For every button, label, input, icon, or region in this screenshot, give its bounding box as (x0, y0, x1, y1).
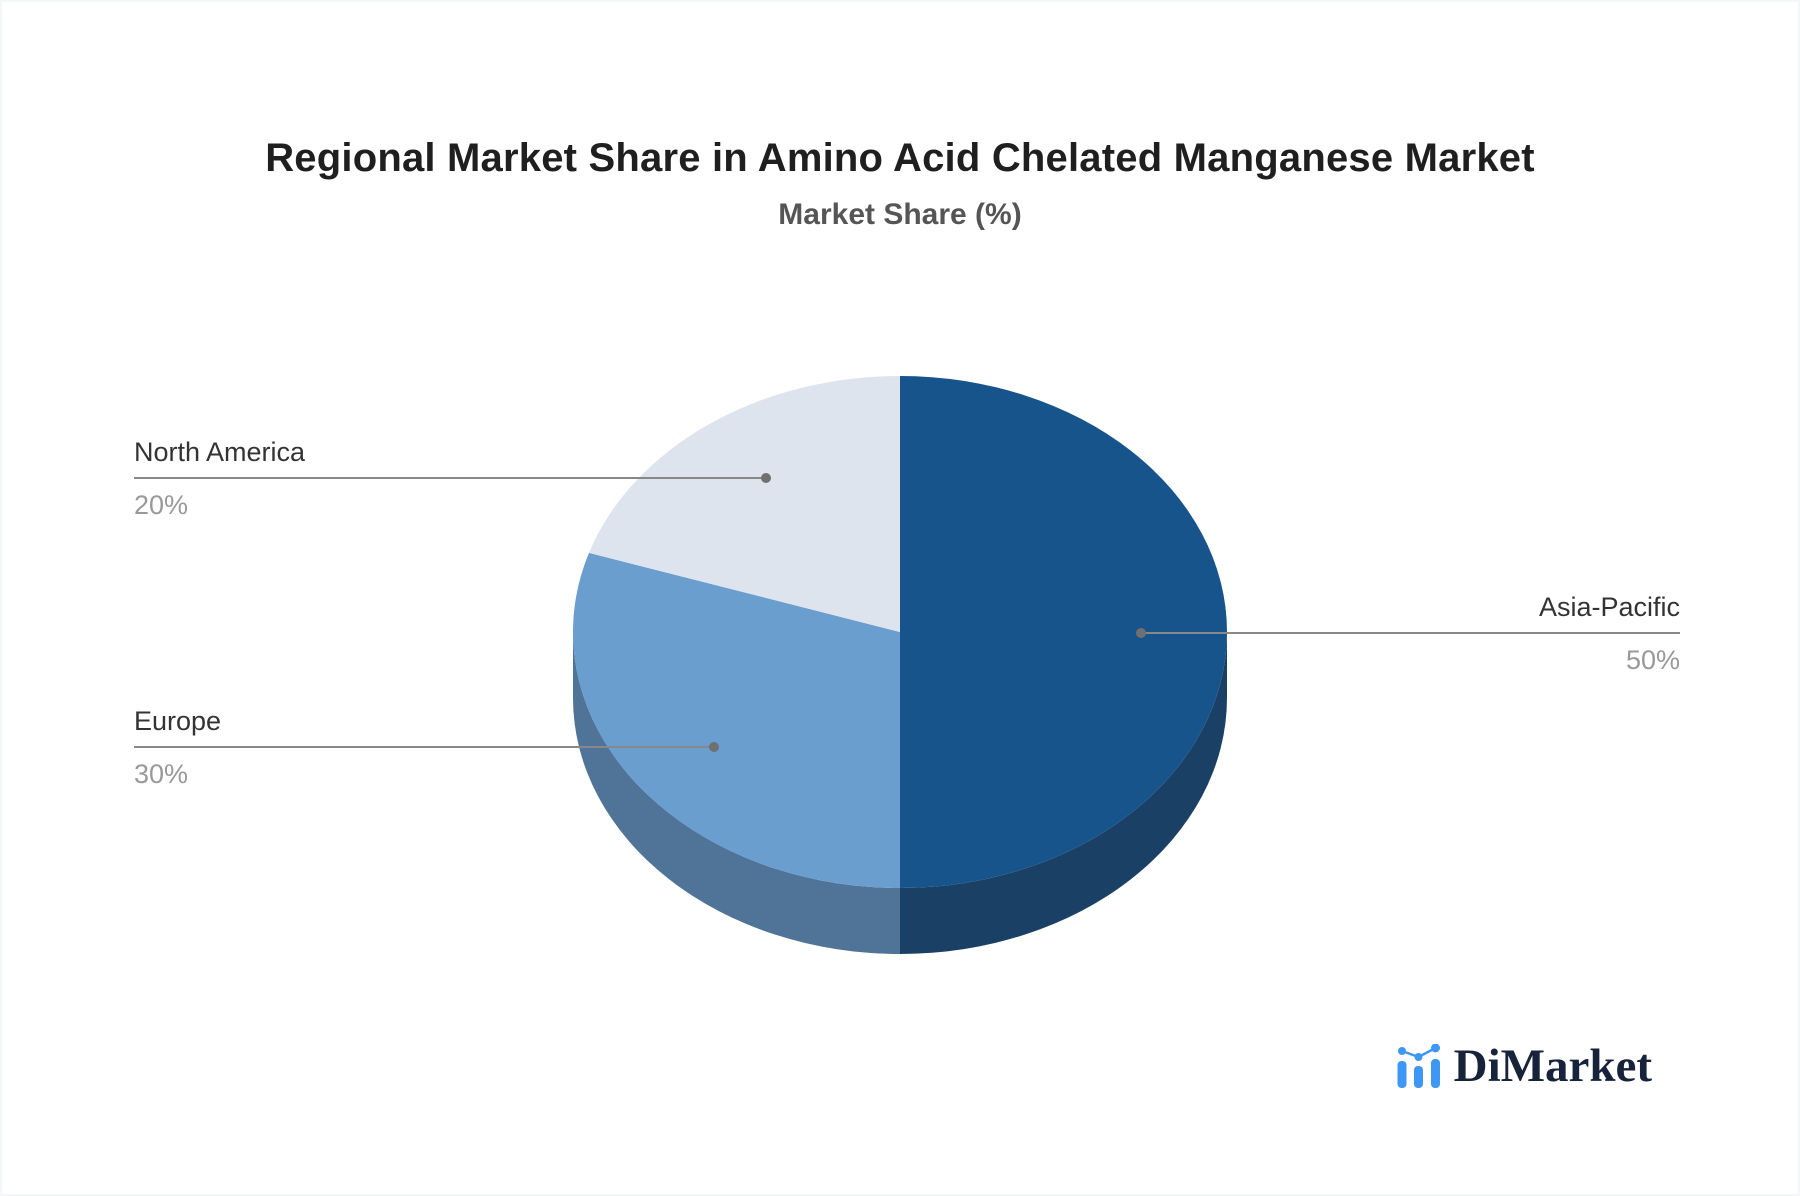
slice-label-name-2: North America (134, 437, 306, 467)
brand-logo: DiMarket (1396, 1040, 1652, 1092)
slice-label-name-0: Asia-Pacific (1538, 592, 1680, 622)
pie-slice-side-asia-pacific (900, 632, 1227, 954)
pie-slice-north-america[interactable] (589, 376, 900, 632)
leader-dot-north-america (761, 473, 771, 483)
pie-slice-side-europe (573, 632, 900, 954)
pie-slice-asia-pacific[interactable] (900, 376, 1227, 888)
pie-slice-europe[interactable] (572, 552, 900, 888)
leader-dot-europe (709, 742, 719, 752)
slice-label-value-1: 30% (134, 759, 189, 789)
slice-label-value-2: 20% (134, 490, 189, 520)
brand-name: DiMarket (1453, 1039, 1652, 1092)
leader-dot-asia-pacific (1136, 628, 1146, 638)
slice-label-name-1: Europe (134, 706, 222, 736)
chart-subtitle: Market Share (%) (778, 198, 1022, 231)
bar-line-chart-icon (1397, 1044, 1440, 1088)
slice-label-value-0: 50% (1625, 645, 1680, 675)
chart-title: Regional Market Share in Amino Acid Chel… (265, 136, 1535, 180)
